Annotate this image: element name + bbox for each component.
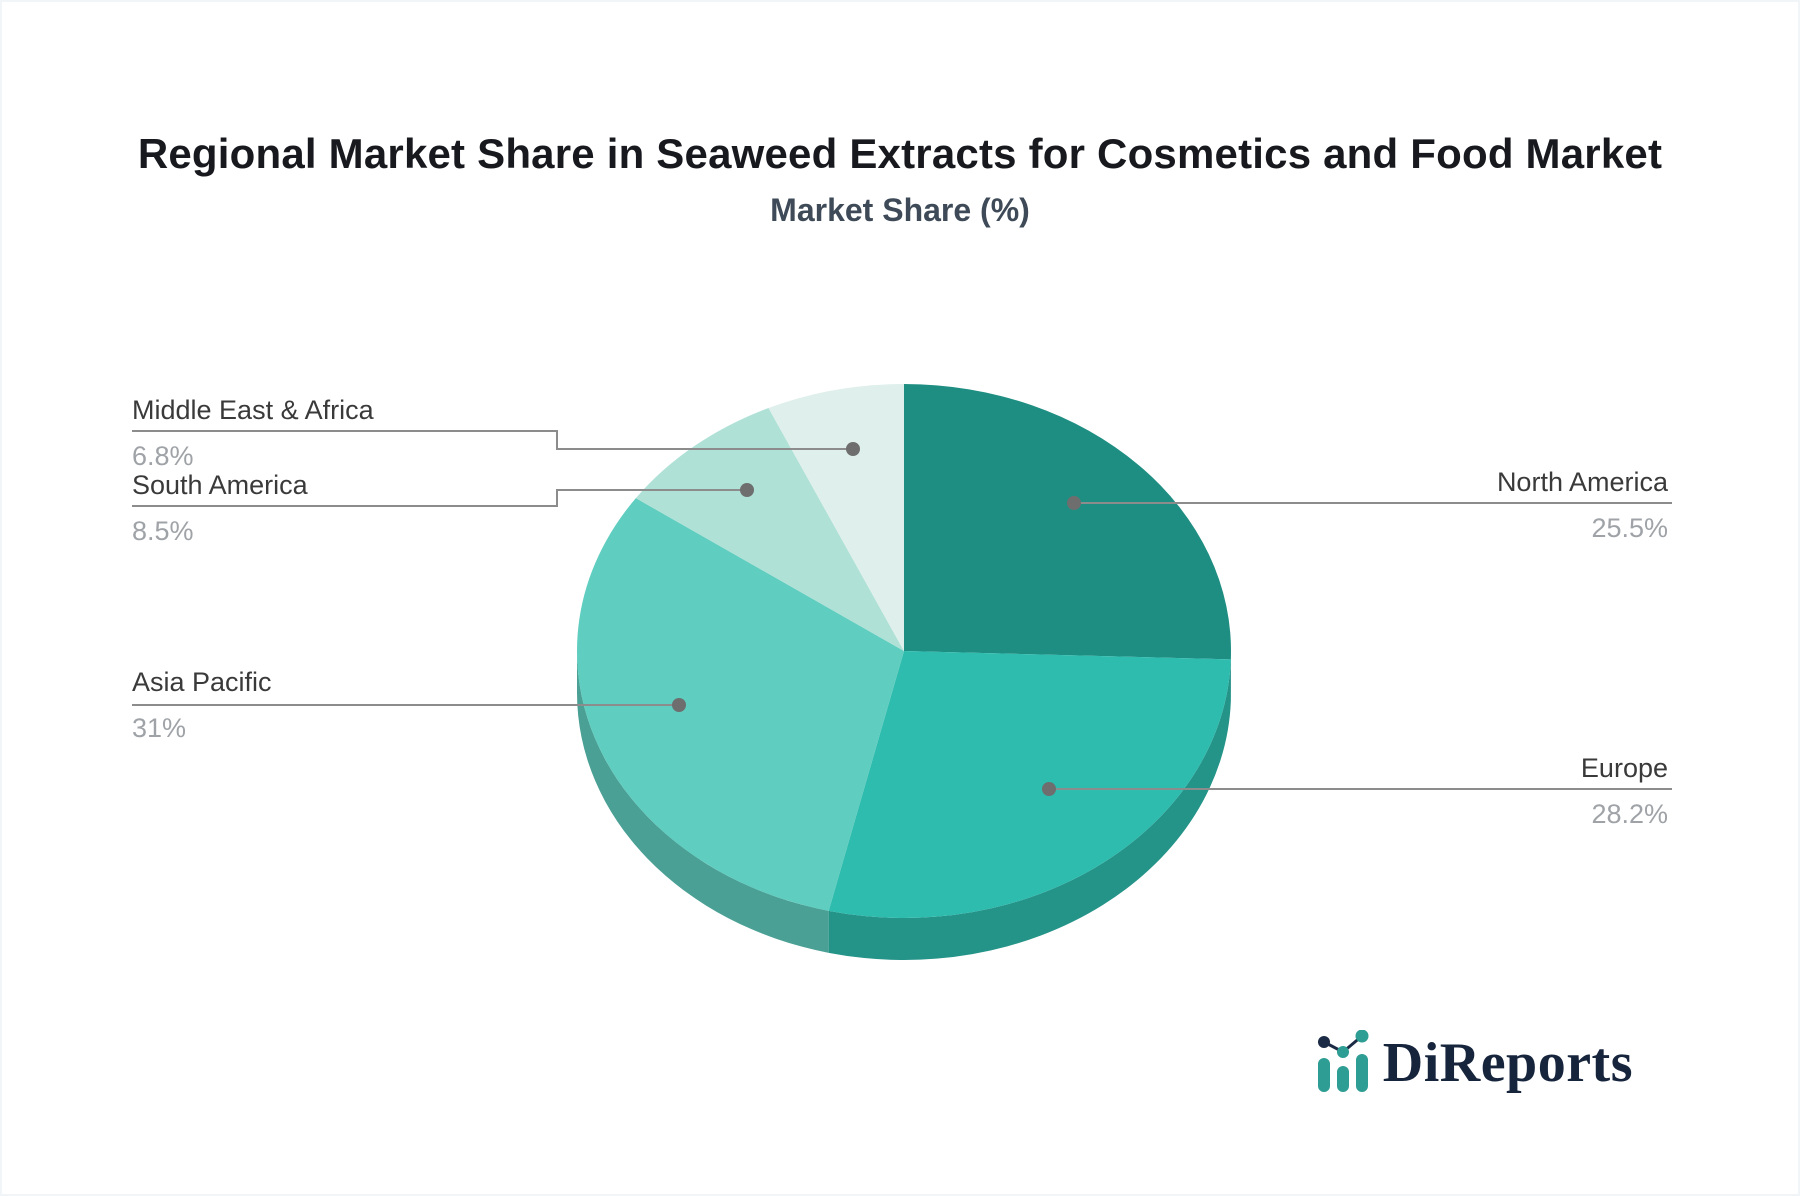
- slice-label: North America: [1496, 467, 1668, 497]
- pie-slice-asia-pacific: [577, 498, 904, 911]
- chart-title: Regional Market Share in Seaweed Extract…: [137, 130, 1663, 177]
- leader-dot: [740, 483, 754, 497]
- pie-rim: [828, 659, 1231, 961]
- slice-value: 6.8%: [132, 441, 194, 471]
- bar-line-chart-icon: [1317, 1030, 1369, 1092]
- slice-label: South America: [132, 470, 308, 500]
- slice-value: 8.5%: [132, 516, 194, 546]
- slice-label: Europe: [1580, 753, 1668, 783]
- leader-dot: [1067, 496, 1081, 510]
- pie-slice-north-america: [904, 384, 1231, 660]
- leader-dot: [846, 442, 860, 456]
- slice-value: 31%: [132, 713, 187, 743]
- slice-value: 25.5%: [1591, 513, 1668, 543]
- pie-slice-europe: [828, 651, 1231, 919]
- leader-dot: [1042, 782, 1056, 796]
- slice-value: 28.2%: [1591, 799, 1668, 829]
- slice-label: Asia Pacific: [132, 667, 272, 697]
- slice-label: Middle East & Africa: [132, 395, 374, 425]
- leader-dot: [672, 698, 686, 712]
- leader-line: [132, 489, 747, 507]
- pie-slice-south-america: [635, 408, 904, 651]
- leader-line: [132, 430, 853, 450]
- direports-logo: DiReports: [1317, 1030, 1633, 1092]
- chart-subtitle: Market Share (%): [770, 192, 1030, 228]
- pie-rim: [577, 651, 829, 953]
- logo-brand-text: DiReports: [1382, 1032, 1633, 1094]
- pie-slice-middle-east-africa: [768, 384, 904, 651]
